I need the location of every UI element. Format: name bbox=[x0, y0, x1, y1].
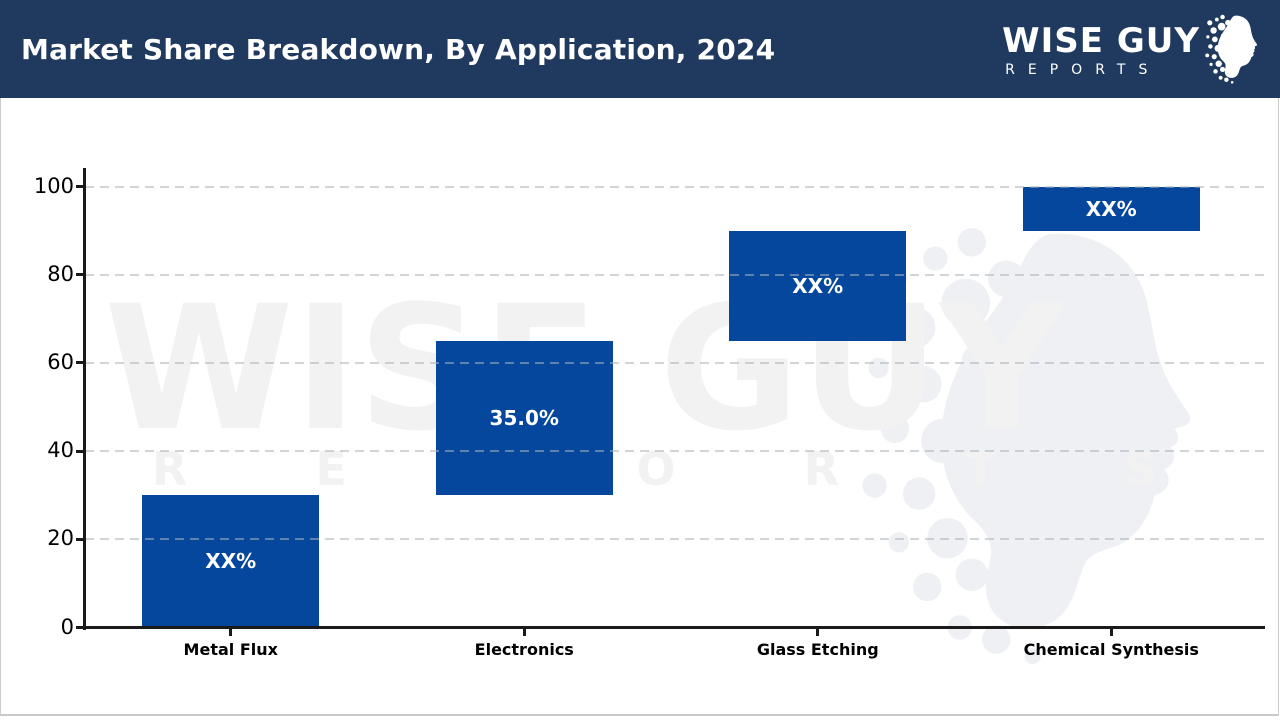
gridline-y100 bbox=[85, 185, 1265, 188]
wiseguy-logo: WISE GUY REPORTS bbox=[1002, 6, 1268, 92]
y-tick-label-80: 80 bbox=[47, 261, 74, 286]
chart-title: Market Share Breakdown, By Application, … bbox=[21, 32, 776, 66]
y-tick-60 bbox=[76, 361, 84, 365]
logo-wordmark: WISE GUY bbox=[1002, 20, 1200, 61]
x-category-label: Chemical Synthesis bbox=[1023, 640, 1199, 659]
y-tick-80 bbox=[76, 273, 84, 277]
bar-value-label: 35.0% bbox=[489, 406, 559, 431]
y-axis-line bbox=[83, 168, 86, 630]
bar-electronics: 35.0% bbox=[435, 340, 613, 496]
y-tick-0 bbox=[76, 626, 84, 629]
y-tick-20 bbox=[76, 537, 84, 541]
gridline-y20 bbox=[85, 538, 1265, 541]
gridline-y80 bbox=[85, 273, 1265, 276]
y-tick-label-60: 60 bbox=[47, 349, 74, 374]
y-tick-label-40: 40 bbox=[47, 438, 74, 463]
bar-value-label: XX% bbox=[205, 549, 257, 574]
gridline-y60 bbox=[85, 361, 1265, 364]
y-tick-40 bbox=[76, 449, 84, 453]
bar-value-label: XX% bbox=[792, 273, 844, 298]
bar-value-label: XX% bbox=[1085, 196, 1137, 221]
bar-metal-flux: XX% bbox=[142, 495, 320, 628]
x-tick-2 bbox=[816, 629, 820, 636]
x-category-label: Glass Etching bbox=[756, 640, 879, 659]
bar-chemical-synthesis: XX% bbox=[1022, 186, 1200, 231]
y-tick-label-20: 20 bbox=[47, 526, 74, 551]
x-category-label: Electronics bbox=[474, 640, 574, 659]
x-tick-3 bbox=[1109, 629, 1113, 636]
y-tick-label-0: 0 bbox=[60, 614, 74, 639]
logo-head-icon bbox=[1205, 14, 1258, 84]
bar-glass-etching: XX% bbox=[729, 230, 907, 341]
logo-text: WISE GUY REPORTS bbox=[1002, 21, 1200, 78]
logo-subtext: REPORTS bbox=[1005, 61, 1161, 78]
header: Market Share Breakdown, By Application, … bbox=[0, 0, 1280, 98]
x-tick-1 bbox=[522, 629, 526, 636]
x-category-label: Metal Flux bbox=[183, 640, 278, 659]
x-axis-line bbox=[83, 626, 1265, 629]
y-tick-100 bbox=[76, 185, 84, 188]
gridline-y40 bbox=[85, 450, 1265, 453]
x-tick-0 bbox=[229, 629, 233, 636]
y-tick-label-100: 100 bbox=[33, 173, 74, 198]
